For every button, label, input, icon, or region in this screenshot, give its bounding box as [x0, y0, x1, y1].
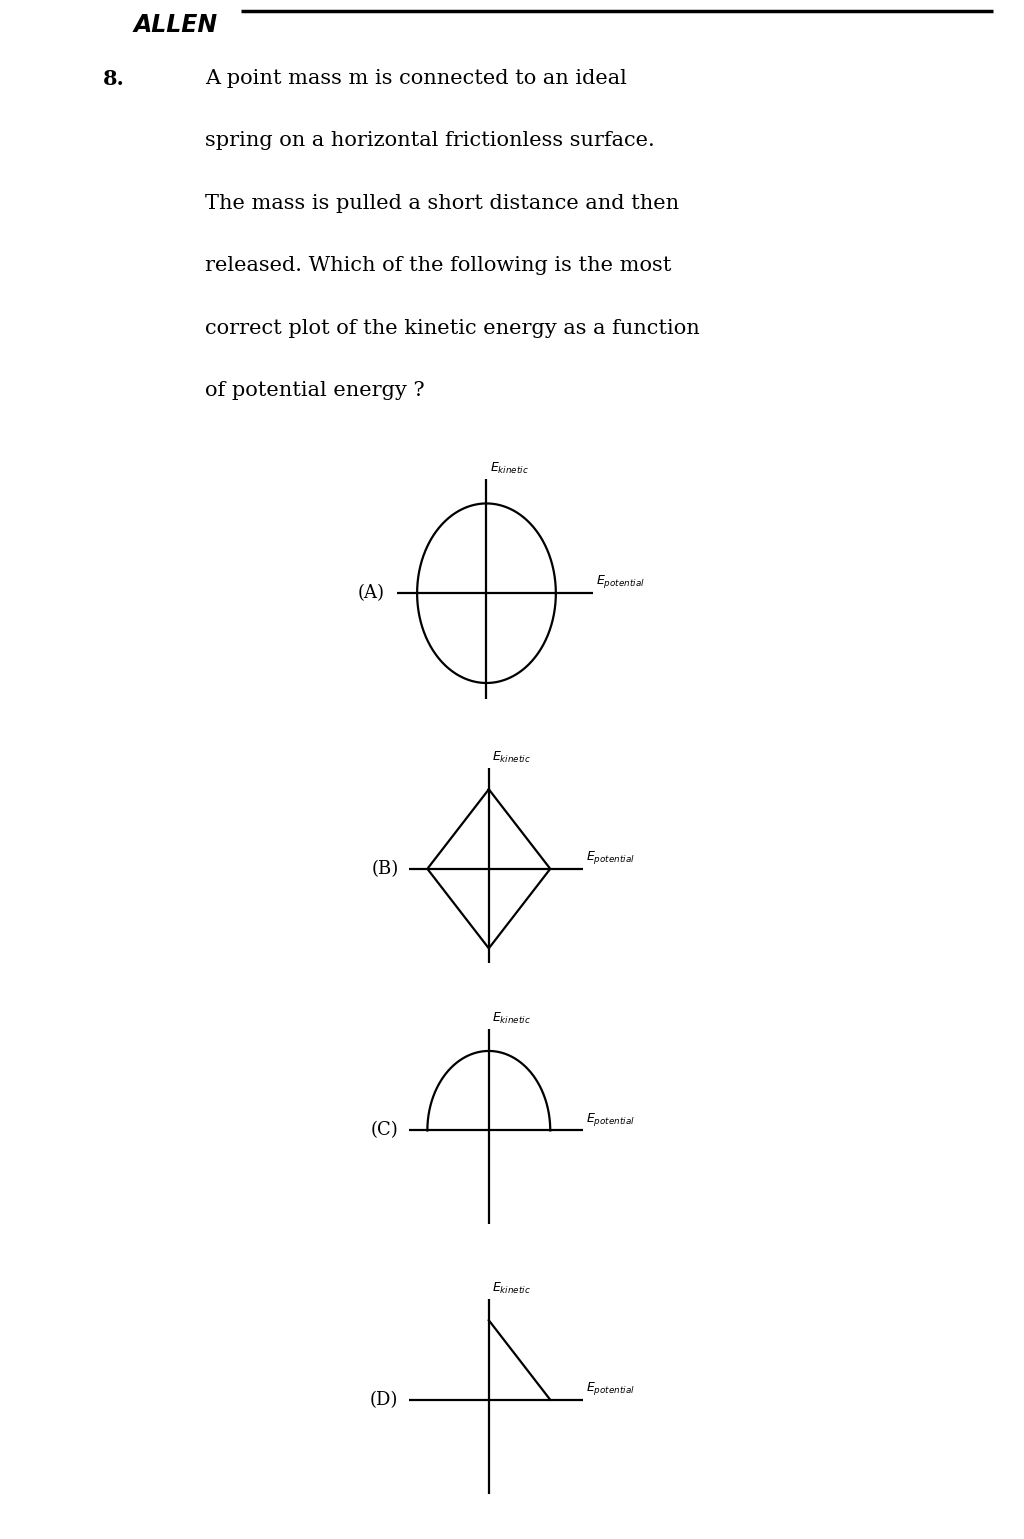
Text: $E_{potential}$: $E_{potential}$: [586, 1380, 635, 1397]
Text: (A): (A): [357, 585, 384, 602]
Text: (C): (C): [371, 1122, 398, 1139]
Text: 8.: 8.: [102, 69, 124, 89]
Text: $E_{kinetic}$: $E_{kinetic}$: [492, 1280, 530, 1296]
Text: $E_{kinetic}$: $E_{kinetic}$: [489, 460, 528, 476]
Text: of potential energy ?: of potential energy ?: [205, 382, 424, 400]
Text: A point mass m is connected to an ideal: A point mass m is connected to an ideal: [205, 69, 627, 88]
Text: $E_{kinetic}$: $E_{kinetic}$: [492, 749, 530, 765]
Text: correct plot of the kinetic energy as a function: correct plot of the kinetic energy as a …: [205, 319, 699, 339]
Text: $E_{potential}$: $E_{potential}$: [586, 850, 635, 866]
Text: (D): (D): [370, 1391, 398, 1408]
Text: The mass is pulled a short distance and then: The mass is pulled a short distance and …: [205, 194, 679, 212]
Text: $E_{potential}$: $E_{potential}$: [596, 573, 645, 589]
Text: $E_{kinetic}$: $E_{kinetic}$: [492, 1011, 530, 1027]
Text: released. Which of the following is the most: released. Which of the following is the …: [205, 257, 671, 275]
Text: ALLEN: ALLEN: [133, 12, 217, 37]
Text: (B): (B): [372, 860, 398, 877]
Text: spring on a horizontal frictionless surface.: spring on a horizontal frictionless surf…: [205, 131, 654, 151]
Text: $E_{potential}$: $E_{potential}$: [586, 1111, 635, 1128]
